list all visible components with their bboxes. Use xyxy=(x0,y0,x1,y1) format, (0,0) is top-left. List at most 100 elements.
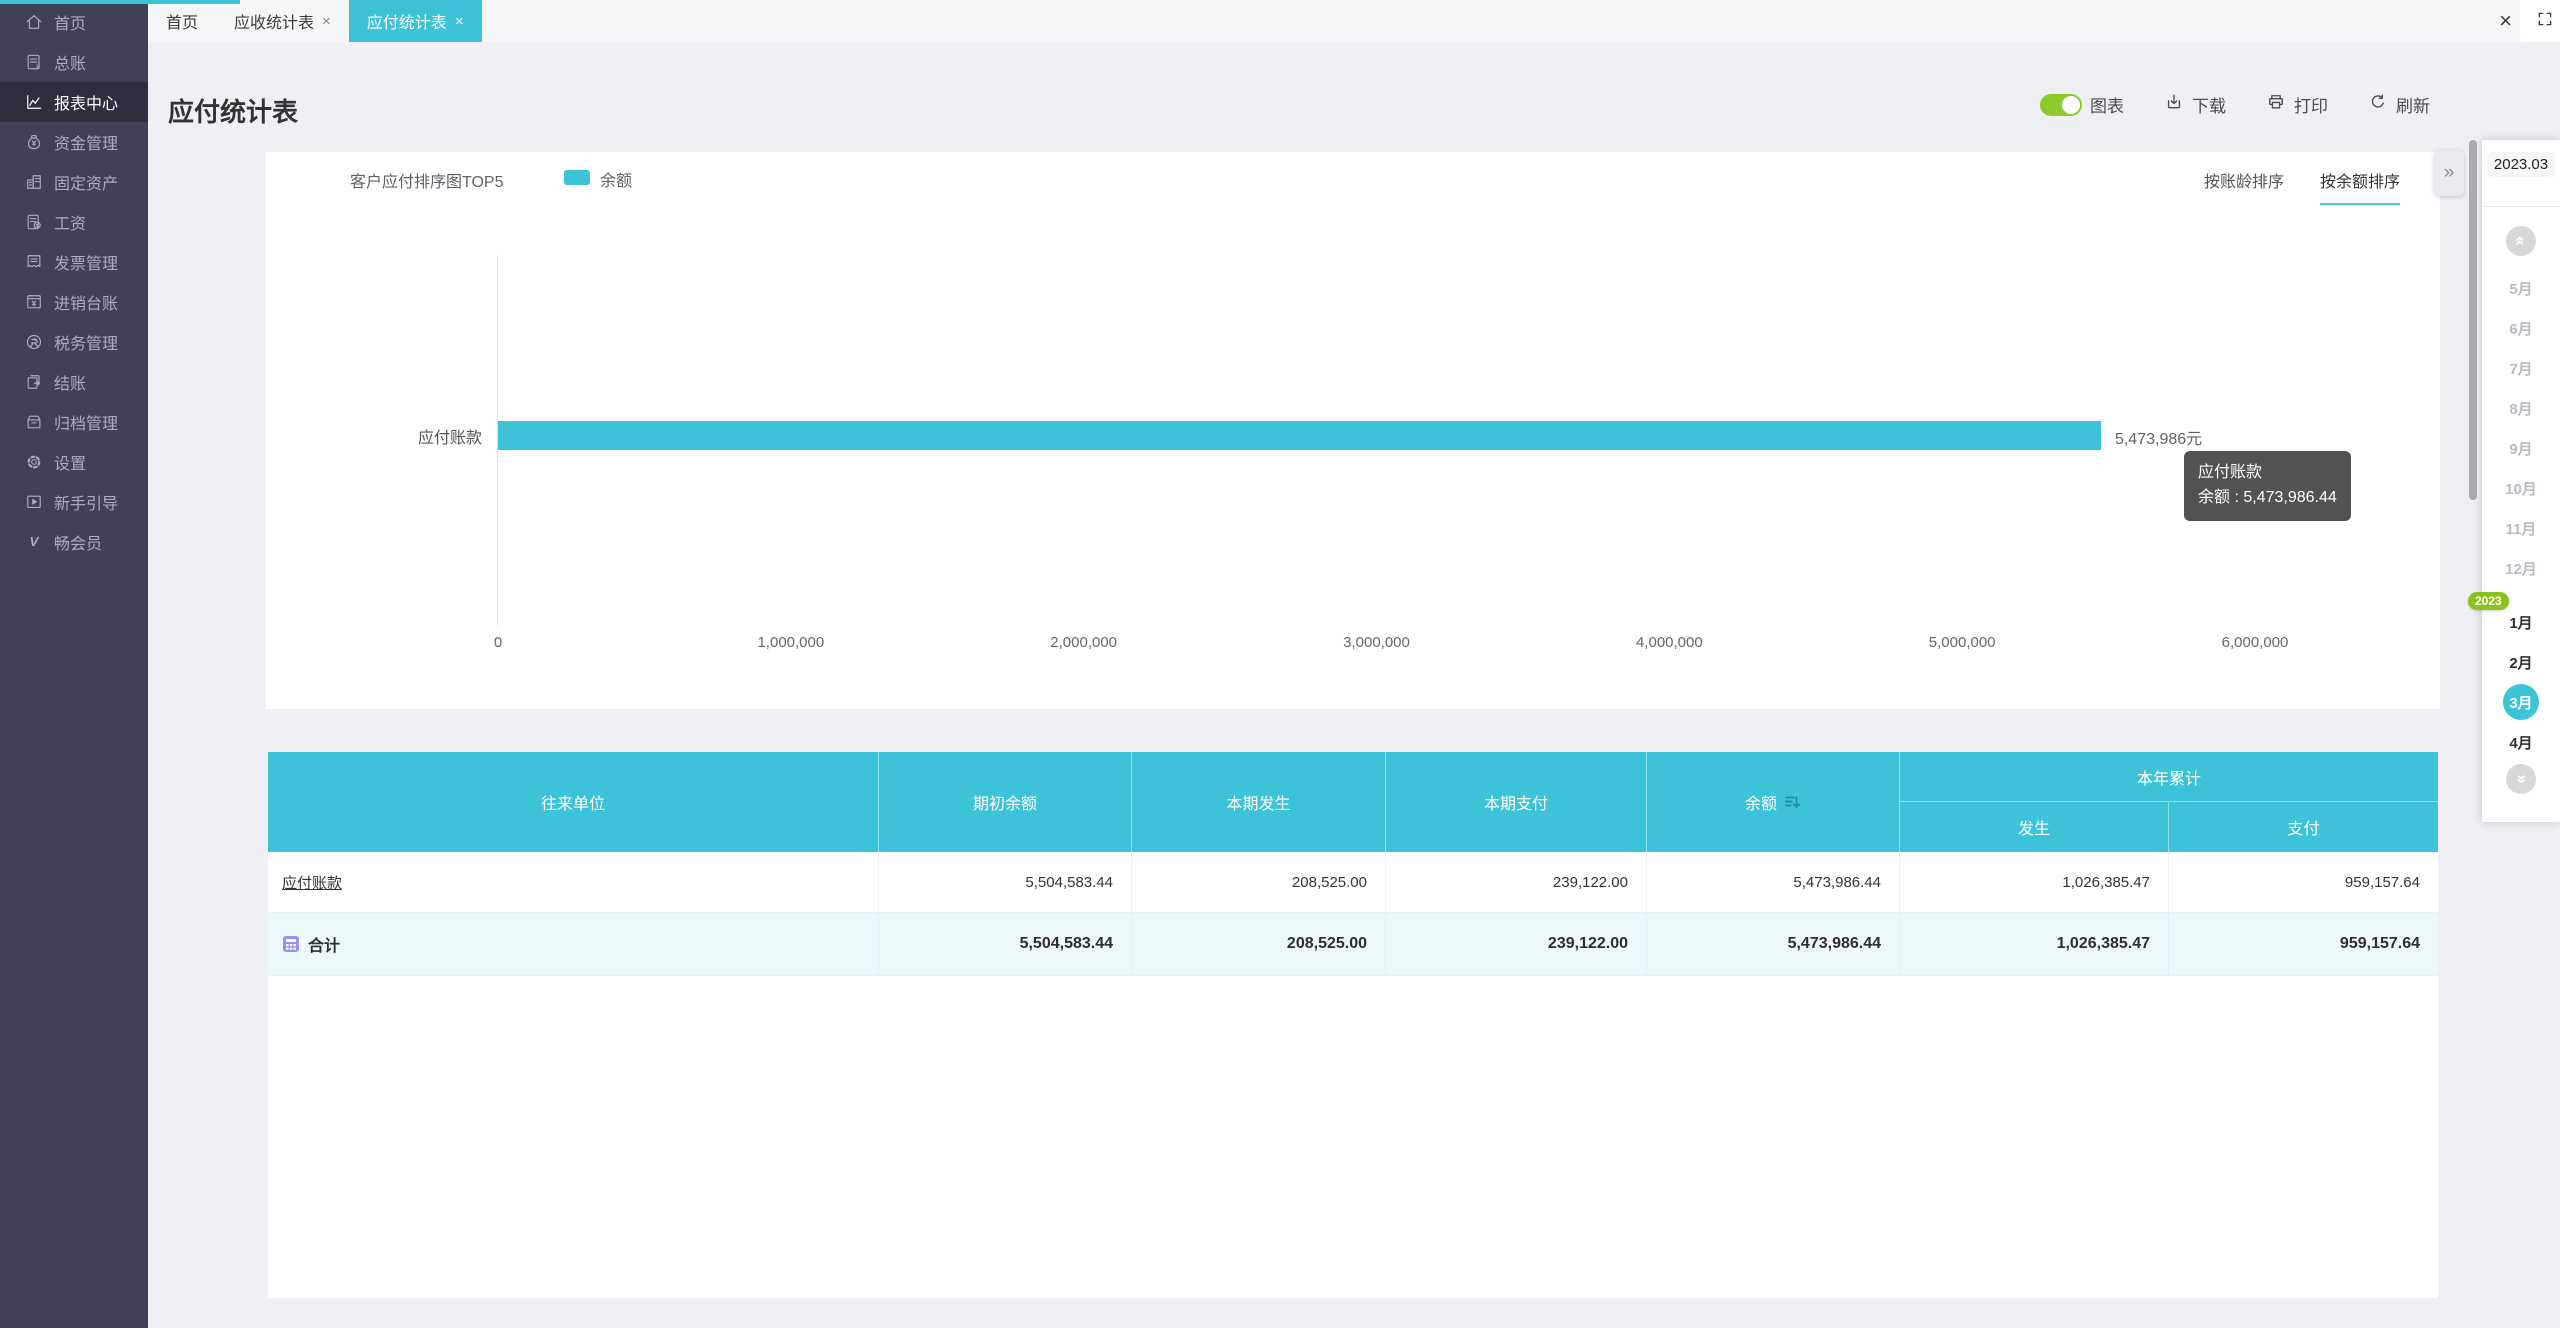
fullscreen-icon[interactable] xyxy=(2536,10,2554,32)
sidebar-item-label: 畅会员 xyxy=(54,536,103,553)
sidebar-item-funds[interactable]: 资金管理 xyxy=(0,122,148,162)
x-axis-tick: 5,000,000 xyxy=(1928,634,1996,651)
sidebar: 首页 ¥ 总账 报表中心 资金管理 固定资产 工资 xyxy=(0,0,148,1328)
legend-swatch[interactable] xyxy=(564,170,590,185)
refresh-icon xyxy=(2368,92,2388,117)
closing-icon xyxy=(24,372,44,392)
print-button[interactable]: 打印 xyxy=(2266,92,2328,117)
bar-value-label: 5,473,986元 xyxy=(2114,431,2203,448)
month-item[interactable]: 11月 xyxy=(2505,520,2537,538)
sidebar-item-general-ledger[interactable]: ¥ 总账 xyxy=(0,42,148,82)
sidebar-item-label: 税务管理 xyxy=(54,336,119,353)
window-controls: × xyxy=(2499,0,2554,42)
tooltip-title: 应付账款 xyxy=(2198,464,2263,481)
tab-close-icon[interactable]: × xyxy=(322,12,331,30)
month-item[interactable]: 2月 xyxy=(2509,654,2533,672)
scroll-up-button[interactable]: « xyxy=(2506,226,2536,256)
sidebar-item-report-center[interactable]: 报表中心 xyxy=(0,82,148,122)
chart-toggle[interactable]: 图表 xyxy=(2040,92,2124,117)
month-item[interactable]: 5月 xyxy=(2509,280,2533,298)
x-axis-tick: 6,000,000 xyxy=(2221,634,2289,651)
x-axis-tick: 1,000,000 xyxy=(757,634,825,651)
tooltip-value: 余额 : 5,473,986.44 xyxy=(2198,488,2337,506)
download-button[interactable]: 下载 xyxy=(2164,92,2226,117)
month-item[interactable]: 12月 xyxy=(2505,560,2537,578)
sidebar-item-tax[interactable]: 税务管理 xyxy=(0,322,148,362)
total-balance: 5,473,986.44 xyxy=(1647,913,1900,975)
month-item[interactable]: 8月 xyxy=(2509,400,2533,418)
total-current-incurred: 208,525.00 xyxy=(1132,913,1386,975)
legend-label[interactable]: 余额 xyxy=(600,173,633,190)
sidebar-item-label: 固定资产 xyxy=(54,176,119,193)
sidebar-item-label: 工资 xyxy=(54,216,87,233)
sidebar-item-label: 资金管理 xyxy=(54,136,119,153)
collapse-panel-handle[interactable]: » xyxy=(2434,150,2464,196)
cell-balance: 5,473,986.44 xyxy=(1647,852,1900,912)
total-opening-balance: 5,504,583.44 xyxy=(879,913,1132,975)
total-ytd-paid: 959,157.64 xyxy=(2339,935,2420,952)
payroll-icon xyxy=(24,212,44,232)
scroll-down-button[interactable]: « xyxy=(2506,764,2536,794)
month-item[interactable]: 10月 xyxy=(2505,480,2537,498)
payable-account-link[interactable]: 应付账款 xyxy=(282,874,343,892)
month-item[interactable]: 9月 xyxy=(2509,440,2533,458)
month-item[interactable]: 1月 xyxy=(2509,614,2533,632)
invoice-icon xyxy=(24,252,44,272)
balance-bar[interactable] xyxy=(498,421,2101,450)
fixed-assets-icon xyxy=(24,172,44,192)
sidebar-item-settings[interactable]: 设置 xyxy=(0,442,148,482)
sidebar-item-label: 新手引导 xyxy=(54,496,119,513)
tab-home[interactable]: 首页 xyxy=(148,0,216,42)
top-progress-strip xyxy=(0,0,240,4)
payable-table: 往来单位 期初余额 本期发生 本期支付 余额 本年累计 发生 支付 应付账款 5… xyxy=(268,752,2438,1298)
total-label: 合计 xyxy=(308,938,341,955)
archive-icon xyxy=(24,412,44,432)
tab-receivable-report[interactable]: 应收统计表 × xyxy=(216,0,349,42)
year-badge: 2023 xyxy=(2468,592,2509,610)
sidebar-item-purchase-sales-ledger[interactable]: 进销台账 xyxy=(0,282,148,322)
bar-plot: 5,473,986元 应付账款 余额 : 5,473,986.44 xyxy=(498,255,2351,626)
sort-links: 按账龄排序 按余额排序 xyxy=(2204,168,2400,205)
tab-close-icon[interactable]: × xyxy=(454,12,464,30)
sort-descending-icon[interactable] xyxy=(1783,793,1801,811)
refresh-button[interactable]: 刷新 xyxy=(2368,92,2430,117)
sidebar-item-payroll[interactable]: 工资 xyxy=(0,202,148,242)
month-item[interactable]: 4月 xyxy=(2509,734,2533,752)
tab-bar: 首页 应收统计表 × 应付统计表 × × xyxy=(148,0,2560,42)
sidebar-item-fixed-assets[interactable]: 固定资产 xyxy=(0,162,148,202)
purchase-sales-ledger-icon xyxy=(24,292,44,312)
y-axis-line xyxy=(497,255,498,626)
current-period: 2023.03 xyxy=(2486,152,2556,177)
header-ytd-group: 本年累计 xyxy=(1900,752,2438,802)
settings-icon xyxy=(24,452,44,472)
cell-current-paid: 239,122.00 xyxy=(1386,852,1647,912)
toggle-switch[interactable] xyxy=(2040,93,2082,116)
download-icon xyxy=(2164,92,2184,117)
vertical-scrollbar-thumb[interactable] xyxy=(2469,140,2477,500)
panel-divider xyxy=(2482,206,2560,207)
sidebar-item-archive[interactable]: 归档管理 xyxy=(0,402,148,442)
chart-toggle-label: 图表 xyxy=(2090,97,2124,116)
sidebar-item-home[interactable]: 首页 xyxy=(0,2,148,42)
funds-icon xyxy=(24,132,44,152)
sidebar-item-membership[interactable]: V 畅会员 xyxy=(0,522,148,562)
header-balance-sortable[interactable]: 余额 xyxy=(1647,752,1900,852)
month-item[interactable]: 7月 xyxy=(2509,360,2533,378)
tab-payable-report[interactable]: 应付统计表 × xyxy=(348,0,482,42)
close-icon[interactable]: × xyxy=(2499,8,2512,33)
month-item[interactable]: 6月 xyxy=(2509,320,2533,338)
month-item-active[interactable]: 3月 xyxy=(2482,682,2560,722)
header-ytd-incurred: 发生 xyxy=(1900,802,2169,852)
sort-by-age-link[interactable]: 按账龄排序 xyxy=(2203,174,2284,191)
double-chevron-right-icon: » xyxy=(2443,162,2455,183)
header-balance-label: 余额 xyxy=(1744,796,1777,813)
sidebar-item-invoice[interactable]: 发票管理 xyxy=(0,242,148,282)
general-ledger-icon: ¥ xyxy=(24,52,44,72)
x-axis-tick: 4,000,000 xyxy=(1635,634,1703,651)
header-unit: 往来单位 xyxy=(268,752,879,852)
sort-by-balance-link[interactable]: 按余额排序 xyxy=(2319,168,2400,205)
sidebar-item-beginner-guide[interactable]: 新手引导 xyxy=(0,482,148,522)
chevron-down-icon: « xyxy=(2511,774,2530,784)
x-axis-tick: 0 xyxy=(493,634,503,651)
sidebar-item-closing[interactable]: 结账 xyxy=(0,362,148,402)
